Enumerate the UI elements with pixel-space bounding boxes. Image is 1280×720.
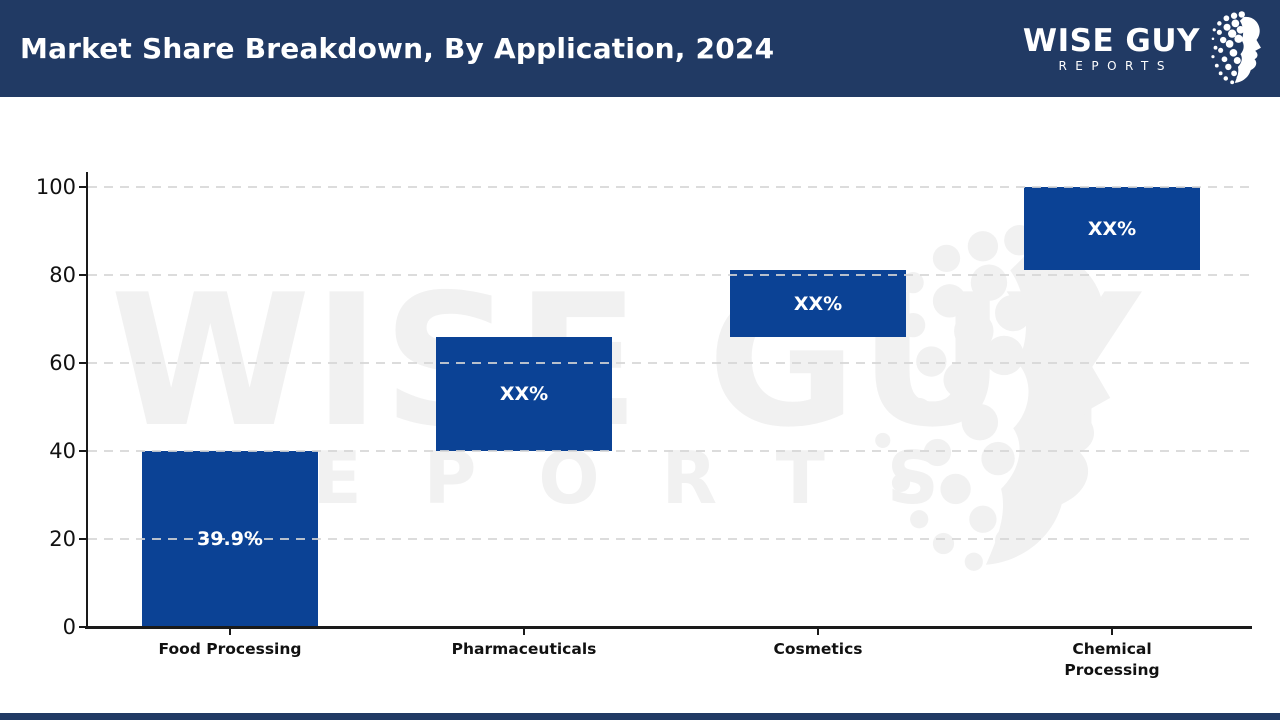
- footer-strip: [0, 713, 1280, 720]
- bar-cosmetics: [730, 270, 906, 338]
- x-tick-chemical-processing: [1111, 628, 1113, 635]
- gridline-100: [88, 186, 1252, 188]
- bar-value-label-chemical-processing: XX%: [1087, 217, 1137, 240]
- y-tick-label-40: 40: [49, 439, 76, 463]
- y-tick-label-80: 80: [49, 263, 76, 287]
- logo-text: WISE GUY REPORTS: [1022, 22, 1200, 73]
- logo-reports-text: REPORTS: [1058, 58, 1173, 73]
- wise-guy-reports-logo: WISE GUY REPORTS: [1023, 8, 1280, 90]
- y-axis-spine: [86, 172, 88, 629]
- bar-chemical-processing: [1024, 187, 1200, 271]
- gridline-20: [88, 538, 1252, 540]
- chart-title: Market Share Breakdown, By Application, …: [20, 32, 775, 65]
- gridline-80: [88, 274, 1252, 276]
- x-axis-label-food-processing: Food Processing: [158, 640, 302, 658]
- bar-pharmaceuticals: [436, 337, 612, 452]
- y-tick-label-0: 0: [62, 615, 76, 639]
- x-tick-pharmaceuticals: [523, 628, 525, 635]
- y-tick-label-100: 100: [35, 175, 76, 199]
- logo-wise-guy-text: WISE GUY: [1022, 22, 1200, 59]
- y-tick-40: [79, 450, 87, 452]
- watermark-text-line2: REPORTS: [195, 436, 1001, 520]
- bar-value-label-cosmetics: XX%: [793, 292, 843, 315]
- x-axis-label-cosmetics: Cosmetics: [773, 640, 863, 658]
- y-tick-20: [79, 538, 87, 540]
- x-tick-cosmetics: [817, 628, 819, 635]
- x-axis-label-pharmaceuticals: Pharmaceuticals: [451, 640, 597, 658]
- header-bar: Market Share Breakdown, By Application, …: [0, 0, 1280, 97]
- bar-value-label-pharmaceuticals: XX%: [499, 383, 549, 406]
- gridline-60: [88, 362, 1252, 364]
- y-tick-label-20: 20: [49, 527, 76, 551]
- x-axis-spine: [85, 626, 1252, 629]
- gridline-40: [88, 450, 1252, 452]
- x-axis-label-chemical-processing: Chemical Processing: [1064, 640, 1160, 679]
- y-tick-label-60: 60: [49, 351, 76, 375]
- y-tick-80: [79, 274, 87, 276]
- y-tick-0: [79, 626, 87, 628]
- x-tick-food-processing: [229, 628, 231, 635]
- y-tick-60: [79, 362, 87, 364]
- y-tick-100: [79, 186, 87, 188]
- bar-value-label-food-processing: 39.9%: [197, 528, 263, 551]
